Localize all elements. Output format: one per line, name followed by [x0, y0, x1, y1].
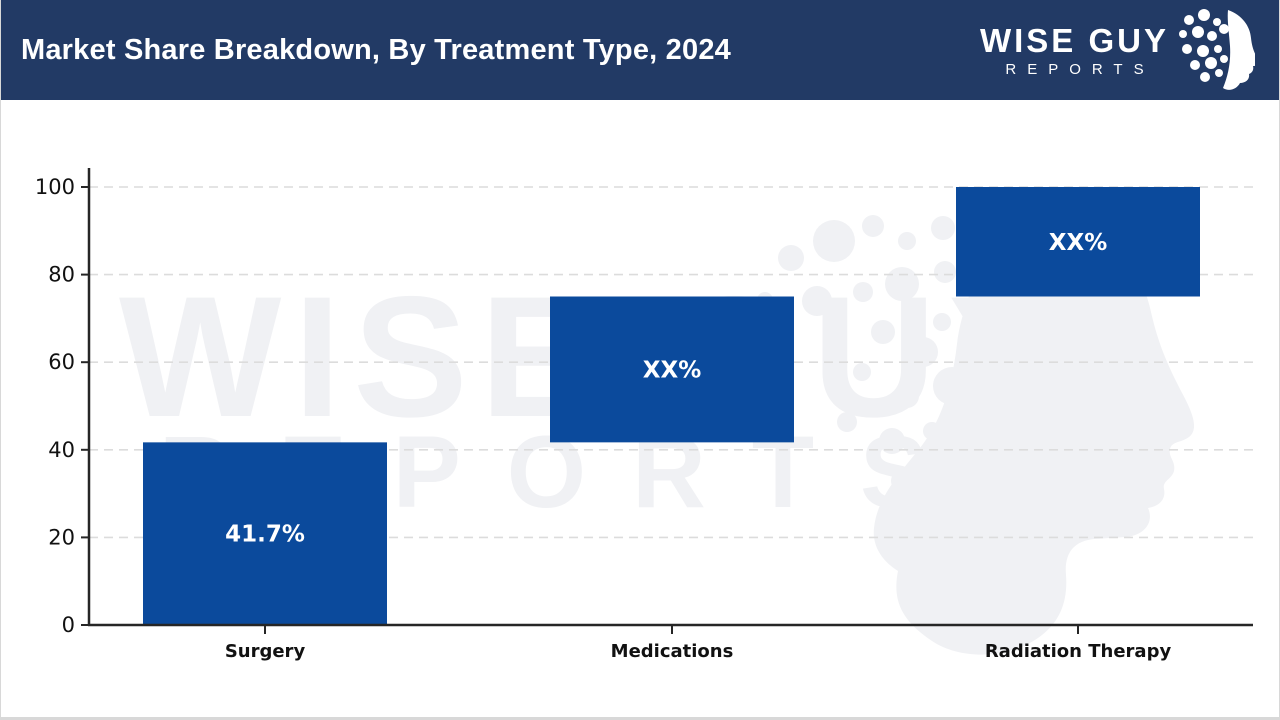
- page-title: Market Share Breakdown, By Treatment Typ…: [21, 33, 731, 66]
- bar-surgery: [143, 442, 387, 625]
- x-category-label: Radiation Therapy: [985, 641, 1172, 662]
- bar-value-label: XX%: [1049, 230, 1108, 256]
- y-tick-label: 80: [48, 263, 75, 287]
- bar-value-label: XX%: [643, 357, 702, 383]
- logo-dot-face-icon: [1179, 9, 1255, 90]
- header-band: Market Share Breakdown, By Treatment Typ…: [1, 0, 1279, 100]
- bar-medications: [550, 296, 794, 443]
- x-category-label: Surgery: [225, 641, 306, 662]
- logo-text: WISE GUY REPORTS: [980, 24, 1169, 77]
- logo-brand-subtitle: REPORTS: [1005, 60, 1155, 78]
- bar-radiation-therapy: [956, 187, 1200, 297]
- x-category-label: Medications: [611, 641, 734, 662]
- y-tick-label: 0: [62, 613, 75, 637]
- wise-guy-reports-logo: WISE GUY REPORTS: [980, 6, 1255, 94]
- y-tick-label: 20: [48, 525, 75, 549]
- y-tick-label: 100: [35, 175, 75, 199]
- bar-value-label: 41.7%: [225, 522, 305, 548]
- y-tick-label: 40: [48, 438, 75, 462]
- y-tick-label: 60: [48, 350, 75, 374]
- logo-brand-name: WISE GUY: [979, 21, 1169, 59]
